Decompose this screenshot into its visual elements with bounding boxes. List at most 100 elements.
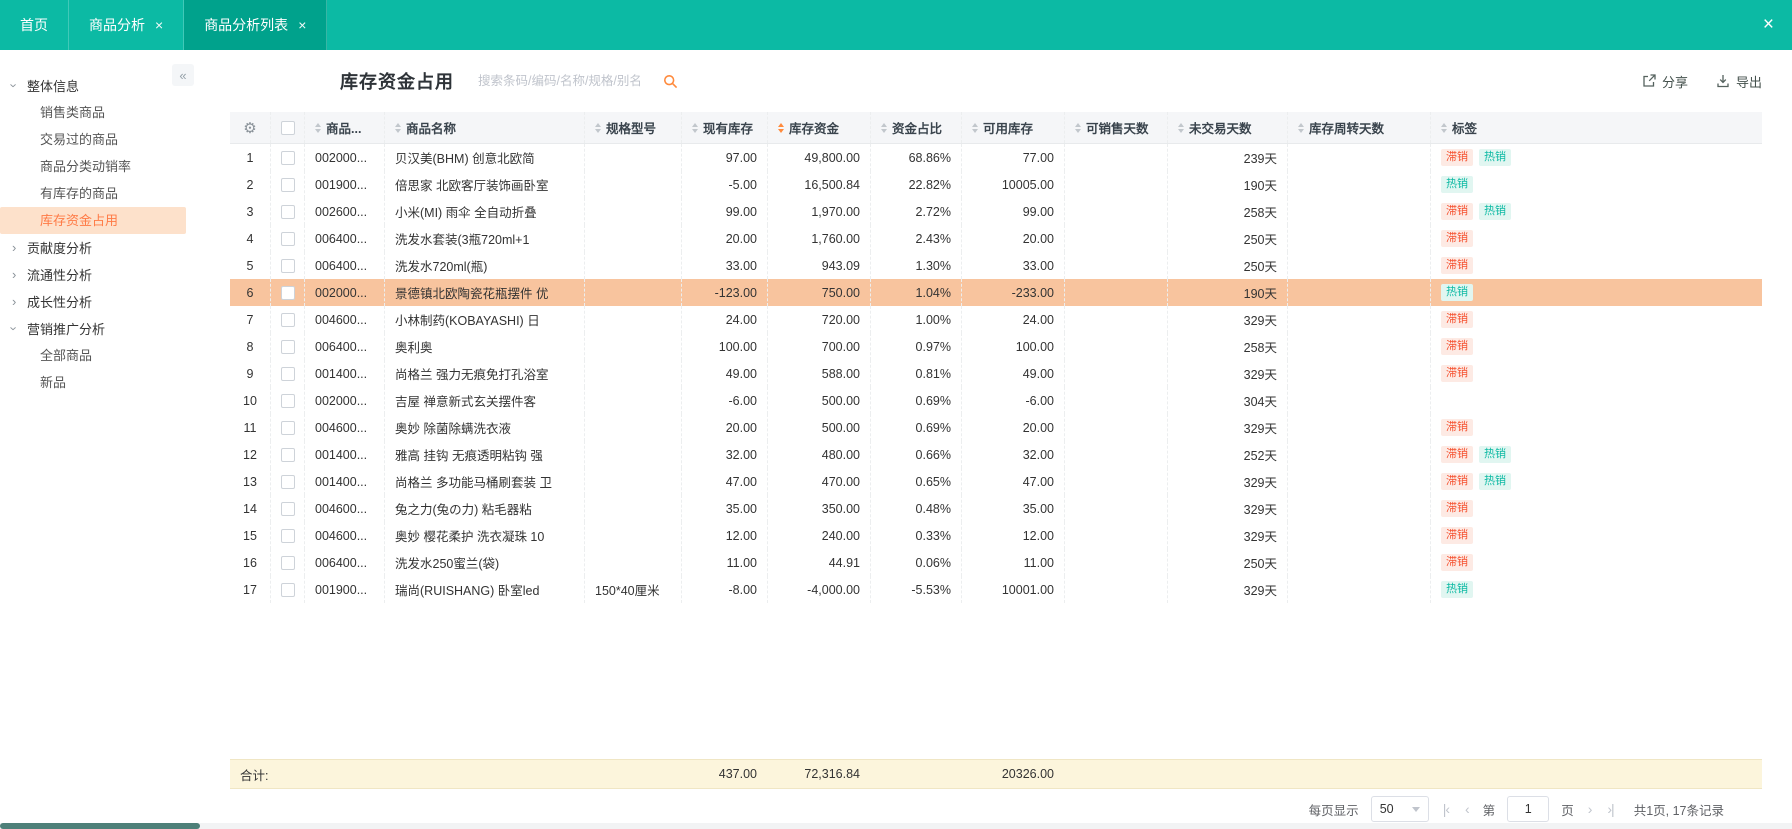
sort-icon[interactable]	[395, 122, 401, 133]
table-row[interactable]: 8 006400... 奥利奥 100.00 700.00 0.97% 100.00 258天…	[230, 333, 1762, 360]
close-icon[interactable]: ×	[1762, 14, 1774, 35]
header-col-spec-model[interactable]: 规格型号	[584, 112, 681, 143]
row-checkbox[interactable]	[280, 204, 295, 219]
sort-icon[interactable]	[595, 122, 601, 133]
status-tag: 滞销	[1441, 446, 1473, 463]
table-row[interactable]: 12 001400... 雅高 挂钩 无痕透明粘钩 强 32.00 480.00 0.66…	[230, 441, 1762, 468]
row-checkbox[interactable]	[280, 555, 295, 570]
first-page-button[interactable]: |‹	[1442, 801, 1450, 817]
row-checkbox[interactable]	[280, 582, 295, 597]
false: 商品...	[326, 122, 362, 136]
row-number: 14	[243, 501, 257, 516]
sidebar-item[interactable]: 新品	[40, 375, 67, 390]
header-col-turnover-days[interactable]: 库存周转天数	[1287, 112, 1430, 143]
row-checkbox-cell	[270, 495, 304, 522]
page-size-select[interactable]: 50	[1370, 796, 1429, 822]
header-col-tags[interactable]: 标签	[1430, 112, 1762, 143]
close-icon[interactable]: ×	[155, 17, 164, 33]
sidebar-item[interactable]: 全部商品	[40, 348, 93, 363]
sidebar-group[interactable]: 成长性分析	[0, 288, 200, 315]
table-row[interactable]: 15 004600... 奥妙 樱花柔护 洗衣凝珠 10 12.00 240.00 0.3…	[230, 522, 1762, 549]
row-checkbox[interactable]	[280, 447, 295, 462]
sort-icon[interactable]	[881, 122, 887, 133]
table-row[interactable]: 17 001900... 瑞尚(RUISHANG) 卧室led 150*40厘米 -8.…	[230, 576, 1762, 603]
sidebar-item[interactable]: 销售类商品	[40, 105, 106, 120]
row-checkbox[interactable]	[280, 366, 295, 381]
table-row[interactable]: 13 001400... 尚格兰 多功能马桶刷套装 卫 47.00 470.00 0.65…	[230, 468, 1762, 495]
sidebar-item[interactable]: 有库存的商品	[40, 186, 119, 201]
table-row[interactable]: 4 006400... 洗发水套装(3瓶720ml+1 20.00 1,760.00 2.…	[230, 225, 1762, 252]
search-input[interactable]	[478, 74, 663, 88]
row-checkbox[interactable]	[280, 501, 295, 516]
prev-page-button[interactable]: ‹	[1465, 801, 1470, 817]
header-col-product-code[interactable]: 商品...	[304, 112, 384, 143]
sort-icon[interactable]	[972, 122, 978, 133]
row-checkbox[interactable]	[280, 528, 295, 543]
row-checkbox[interactable]	[280, 231, 295, 246]
sort-icon[interactable]	[1441, 122, 1447, 133]
table-row[interactable]: 1 002000... 贝汉美(BHM) 创意北欧简 97.00 49,800.00 68…	[230, 144, 1762, 171]
export-button[interactable]: 导出	[1716, 72, 1762, 91]
table-row[interactable]: 7 004600... 小林制药(KOBAYASHI) 日 24.00 720.00 1.…	[230, 306, 1762, 333]
row-checkbox[interactable]	[280, 474, 295, 489]
row-checkbox[interactable]	[280, 177, 295, 192]
header-col-sellable-days[interactable]: 可销售天数	[1064, 112, 1167, 143]
page-number-input[interactable]	[1507, 796, 1550, 822]
sidebar-group[interactable]: 流通性分析	[0, 261, 200, 288]
table-row[interactable]: 14 004600... 兔之力(兔の力) 粘毛器粘 35.00 350.00 0.48%…	[230, 495, 1762, 522]
sort-icon[interactable]	[778, 122, 784, 133]
close-icon[interactable]: ×	[298, 17, 307, 33]
table-row[interactable]: 5 006400... 洗发水720ml(瓶) 33.00 943.09 1.30% 33.…	[230, 252, 1762, 279]
sidebar-group[interactable]: 贡献度分析	[0, 234, 200, 261]
header-col-available-stock[interactable]: 可用库存	[961, 112, 1064, 143]
share-button[interactable]: 分享	[1642, 72, 1688, 91]
settings-gear-icon[interactable]: ⚙	[243, 119, 257, 137]
row-checkbox[interactable]	[280, 258, 295, 273]
row-checkbox[interactable]	[280, 420, 295, 435]
header-col-untraded-days[interactable]: 未交易天数	[1167, 112, 1287, 143]
sidebar-item[interactable]: 商品分类动销率	[40, 159, 132, 174]
cell-product-code: 002000...	[304, 279, 384, 306]
sidebar-collapse-button[interactable]: «	[172, 64, 194, 86]
tab-home[interactable]: 首页	[0, 0, 69, 50]
table-row[interactable]: 6 002000... 景德镇北欧陶瓷花瓶摆件 优 -123.00 750.00 1.04…	[230, 279, 1762, 306]
sort-icon[interactable]	[315, 122, 321, 133]
row-number: 7	[246, 312, 254, 327]
cell-available-stock: 10001.00	[961, 576, 1064, 603]
select-all-checkbox[interactable]	[280, 120, 295, 135]
sort-icon[interactable]	[692, 122, 698, 133]
last-page-button[interactable]: ›|	[1607, 801, 1614, 817]
sidebar-group[interactable]: 整体信息	[0, 72, 200, 99]
table-row[interactable]: 2 001900... 倍思家 北欧客厅装饰画卧室 -5.00 16,500.84 22.…	[230, 171, 1762, 198]
row-checkbox[interactable]	[280, 312, 295, 327]
header-col-stock-fund[interactable]: 库存资金	[767, 112, 870, 143]
row-checkbox[interactable]	[280, 393, 295, 408]
table-row[interactable]: 9 001400... 尚格兰 强力无痕免打孔浴室 49.00 588.00 0.81% 4…	[230, 360, 1762, 387]
search-icon[interactable]	[663, 74, 678, 89]
tab-product-analysis[interactable]: 商品分析 ×	[69, 0, 185, 50]
sidebar-item[interactable]: 库存资金占用	[0, 207, 186, 234]
cell-fund-ratio: 1.04%	[870, 279, 961, 306]
sort-icon[interactable]	[1178, 122, 1184, 133]
table-row[interactable]: 11 004600... 奥妙 除菌除螨洗衣液 20.00 500.00 0.69% 20.…	[230, 414, 1762, 441]
scrollbar-thumb[interactable]	[0, 823, 200, 829]
next-page-button[interactable]: ›	[1587, 801, 1593, 817]
header-col-fund-ratio[interactable]: 资金占比	[870, 112, 961, 143]
chevron-right-icon	[12, 267, 27, 282]
table-row[interactable]: 3 002600... 小米(MI) 雨伞 全自动折叠 99.00 1,970.00 2.…	[230, 198, 1762, 225]
header-col-product-name[interactable]: 商品名称	[384, 112, 584, 143]
sidebar-group[interactable]: 营销推广分析	[0, 315, 200, 342]
row-checkbox[interactable]	[280, 339, 295, 354]
cell-product-name: 贝汉美(BHM) 创意北欧简	[384, 144, 584, 171]
sort-icon[interactable]	[1298, 122, 1304, 133]
false: 商品名称	[406, 122, 457, 136]
sidebar-item[interactable]: 交易过的商品	[40, 132, 119, 147]
tab-product-analysis-list[interactable]: 商品分析列表 ×	[184, 0, 328, 50]
row-checkbox[interactable]	[280, 285, 295, 300]
table-row[interactable]: 10 002000... 吉屋 禅意新式玄关摆件客 -6.00 500.00 0.69% -…	[230, 387, 1762, 414]
sort-icon[interactable]	[1075, 122, 1081, 133]
table-row[interactable]: 16 006400... 洗发水250蜜兰(袋) 11.00 44.91 0.06% 11.…	[230, 549, 1762, 576]
row-checkbox[interactable]	[280, 150, 295, 165]
header-col-current-stock[interactable]: 现有库存	[681, 112, 767, 143]
status-tag: 滞销	[1441, 311, 1473, 328]
